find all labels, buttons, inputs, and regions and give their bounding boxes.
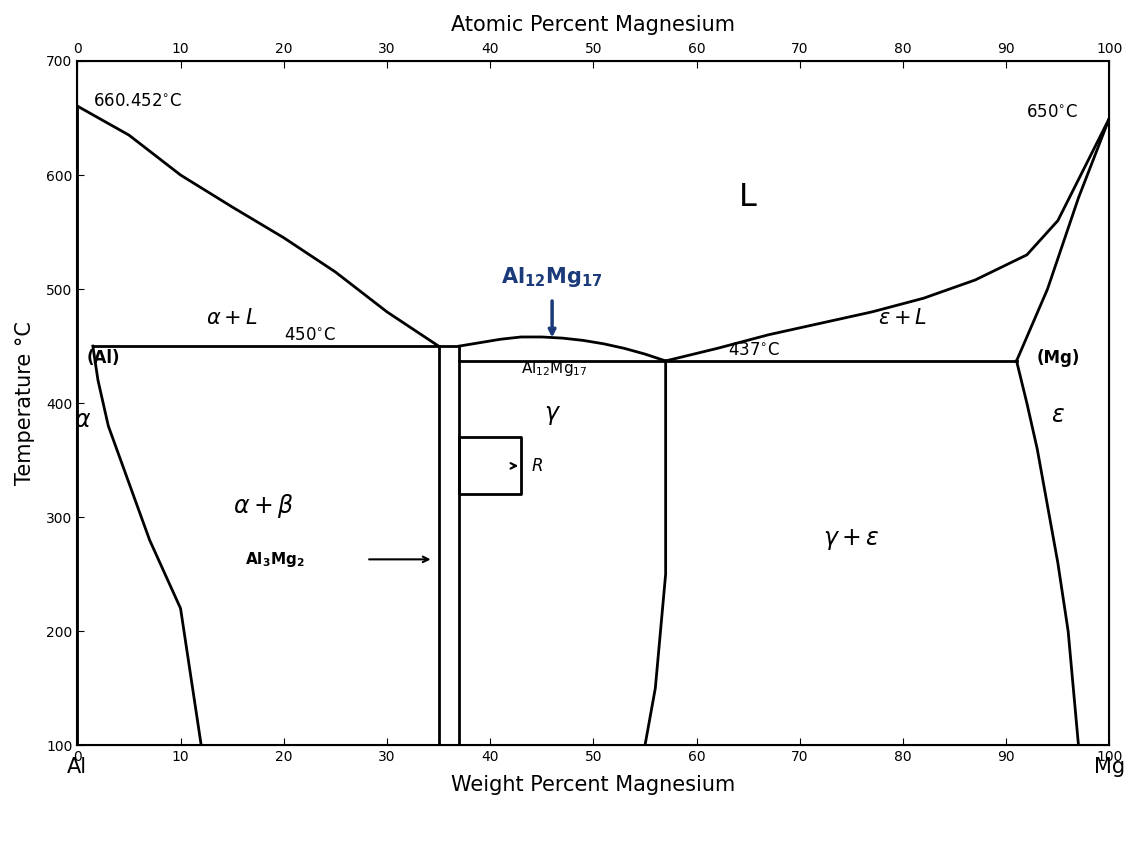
Text: R: R bbox=[531, 457, 543, 475]
Text: $\gamma$: $\gamma$ bbox=[544, 403, 561, 426]
Text: (Mg): (Mg) bbox=[1036, 349, 1080, 366]
Text: Mg: Mg bbox=[1094, 757, 1125, 776]
Text: 650$^{\circ}$C: 650$^{\circ}$C bbox=[1026, 103, 1078, 122]
Text: $\mathbf{Al_{12}Mg_{17}}$: $\mathbf{Al_{12}Mg_{17}}$ bbox=[502, 265, 603, 289]
Text: (Al): (Al) bbox=[87, 349, 120, 366]
Text: $\alpha+L$: $\alpha+L$ bbox=[206, 307, 258, 327]
Text: $\alpha + \beta$: $\alpha + \beta$ bbox=[233, 492, 294, 520]
Text: L: L bbox=[740, 182, 757, 214]
Text: $\alpha$: $\alpha$ bbox=[74, 408, 91, 432]
Text: $\varepsilon$: $\varepsilon$ bbox=[1051, 403, 1065, 426]
Text: $\varepsilon + L$: $\varepsilon + L$ bbox=[879, 307, 928, 327]
Text: $\mathbf{Al_3Mg_2}$: $\mathbf{Al_3Mg_2}$ bbox=[245, 550, 304, 569]
X-axis label: Weight Percent Magnesium: Weight Percent Magnesium bbox=[451, 776, 735, 795]
Text: $\mathrm{Al_{12}Mg_{17}}$: $\mathrm{Al_{12}Mg_{17}}$ bbox=[521, 360, 587, 378]
Text: $\gamma + \varepsilon$: $\gamma + \varepsilon$ bbox=[823, 528, 880, 553]
Text: 660.452$^{\circ}$C: 660.452$^{\circ}$C bbox=[92, 92, 182, 110]
Text: Al: Al bbox=[67, 757, 88, 776]
Text: 450$^{\circ}$C: 450$^{\circ}$C bbox=[284, 326, 336, 344]
Text: 437$^{\circ}$C: 437$^{\circ}$C bbox=[727, 341, 780, 359]
Y-axis label: Temperature °C: Temperature °C bbox=[15, 322, 35, 485]
X-axis label: Atomic Percent Magnesium: Atomic Percent Magnesium bbox=[451, 15, 735, 35]
